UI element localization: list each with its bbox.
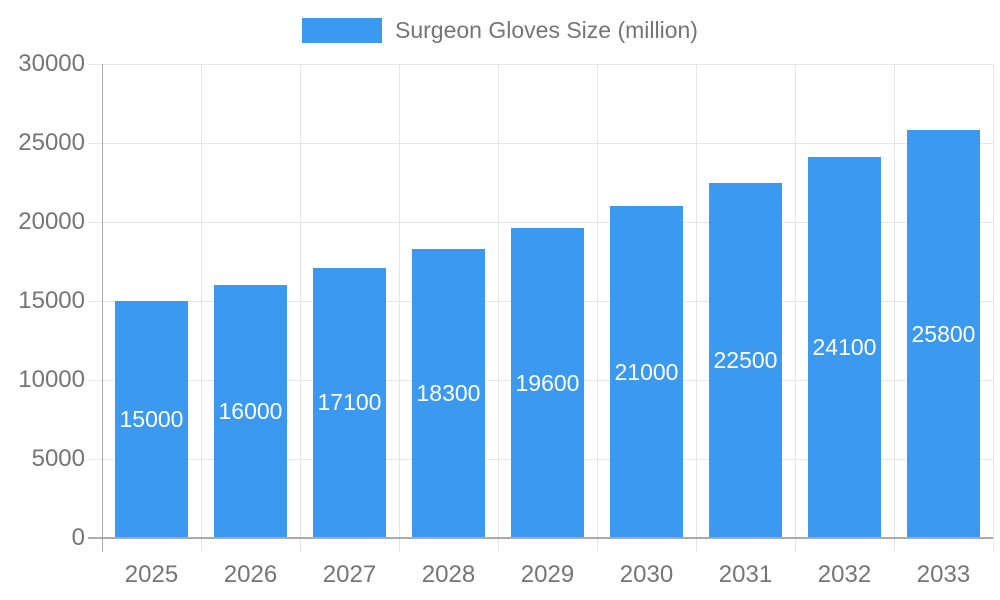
x-tick-label: 2027 [322, 561, 377, 588]
v-gridline [597, 64, 598, 552]
bar-value-label: 24100 [812, 334, 877, 361]
x-tick-label: 2033 [916, 561, 971, 588]
bar-value-label: 18300 [416, 379, 481, 406]
x-tick-label: 2029 [520, 561, 575, 588]
bar-2027[interactable]: 17100 [313, 267, 386, 538]
h-gridline [88, 64, 993, 65]
bar-2032[interactable]: 24100 [808, 157, 881, 538]
x-tick-label: 2031 [718, 561, 773, 588]
x-tick-label: 2030 [619, 561, 674, 588]
bar-value-label: 25800 [911, 320, 976, 347]
bar-2025[interactable]: 15000 [115, 301, 188, 538]
x-axis-line [88, 537, 993, 539]
bar-value-label: 16000 [218, 398, 283, 425]
v-gridline [498, 64, 499, 552]
y-tick-label: 30000 [18, 50, 85, 77]
legend-swatch-icon [302, 18, 383, 43]
h-gridline [88, 222, 993, 223]
x-tick-label: 2032 [817, 561, 872, 588]
bar-value-label: 19600 [515, 369, 580, 396]
v-gridline [894, 64, 895, 552]
bar-2026[interactable]: 16000 [214, 285, 287, 538]
y-tick-label: 20000 [18, 208, 85, 235]
y-axis-line [102, 64, 103, 552]
bar-2029[interactable]: 19600 [511, 228, 584, 538]
chart-legend[interactable]: Surgeon Gloves Size (million) [0, 17, 1000, 44]
x-tick-label: 2026 [223, 561, 278, 588]
v-gridline [300, 64, 301, 552]
y-tick-label: 0 [71, 524, 85, 551]
h-gridline [88, 143, 993, 144]
bar-value-label: 22500 [713, 346, 778, 373]
bar-2033[interactable]: 25800 [907, 130, 980, 538]
v-gridline [696, 64, 697, 552]
bar-value-label: 21000 [614, 358, 679, 385]
y-tick-label: 5000 [31, 445, 85, 472]
bar-2031[interactable]: 22500 [709, 182, 782, 538]
legend-label: Surgeon Gloves Size (million) [395, 17, 698, 43]
v-gridline [795, 64, 796, 552]
y-tick-label: 25000 [18, 129, 85, 156]
x-tick-label: 2025 [124, 561, 179, 588]
v-gridline [201, 64, 202, 552]
v-gridline [399, 64, 400, 552]
y-tick-label: 10000 [18, 366, 85, 393]
bar-value-label: 17100 [317, 389, 382, 416]
bar-2028[interactable]: 18300 [412, 248, 485, 538]
y-tick-label: 15000 [18, 287, 85, 314]
x-tick-label: 2028 [421, 561, 476, 588]
bar-value-label: 15000 [119, 406, 184, 432]
bar-2030[interactable]: 21000 [610, 206, 683, 538]
v-gridline [993, 64, 994, 552]
